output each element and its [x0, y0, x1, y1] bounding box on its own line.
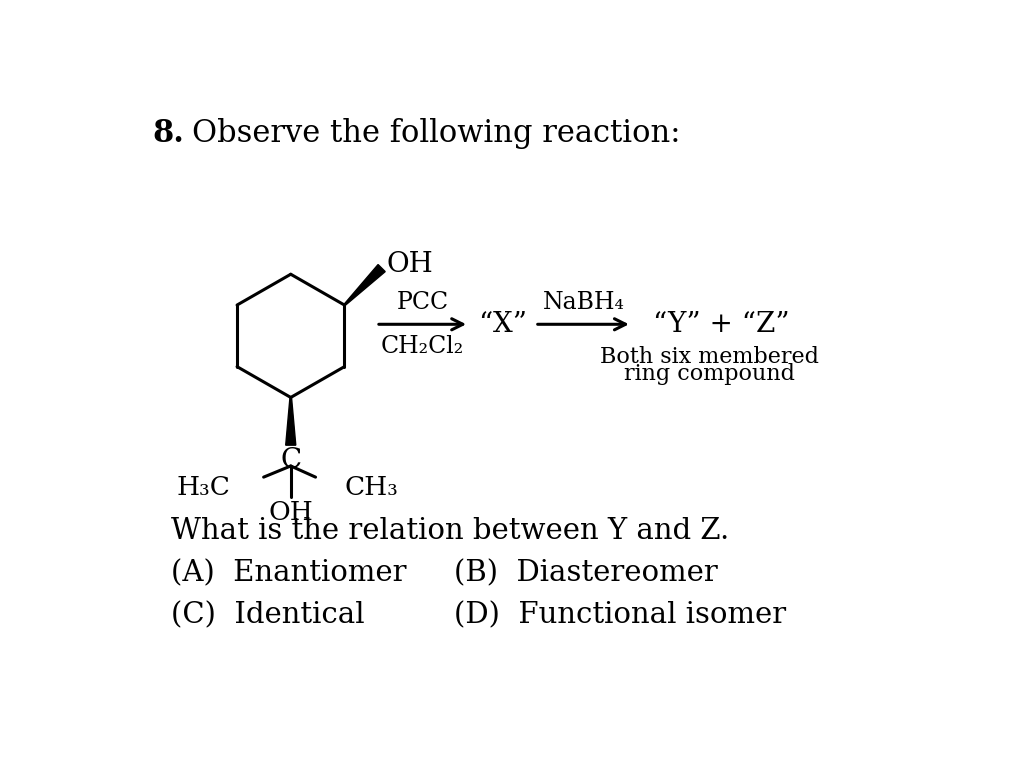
- Text: “Y” + “Z”: “Y” + “Z”: [652, 311, 790, 338]
- Text: CH₂Cl₂: CH₂Cl₂: [381, 335, 464, 358]
- Polygon shape: [344, 264, 385, 305]
- Text: NaBH₄: NaBH₄: [543, 291, 625, 314]
- Text: What is the relation between Y and Z.: What is the relation between Y and Z.: [171, 517, 729, 545]
- Text: 8.: 8.: [153, 118, 184, 149]
- Text: Both six membered: Both six membered: [600, 346, 819, 368]
- Text: “X”: “X”: [478, 311, 527, 338]
- Text: OH: OH: [386, 251, 433, 278]
- Text: H₃C: H₃C: [176, 475, 230, 500]
- Text: (A)  Enantiomer: (A) Enantiomer: [171, 559, 407, 588]
- Text: (D)  Functional isomer: (D) Functional isomer: [454, 601, 785, 629]
- Polygon shape: [286, 397, 296, 445]
- Text: ring compound: ring compound: [624, 363, 795, 385]
- Text: Observe the following reaction:: Observe the following reaction:: [191, 118, 680, 149]
- Text: C: C: [281, 446, 301, 473]
- Text: (B)  Diastereomer: (B) Diastereomer: [454, 559, 717, 588]
- Text: CH₃: CH₃: [345, 475, 399, 500]
- Text: PCC: PCC: [396, 291, 449, 314]
- Text: (C)  Identical: (C) Identical: [171, 601, 365, 629]
- Text: OH: OH: [268, 500, 313, 525]
